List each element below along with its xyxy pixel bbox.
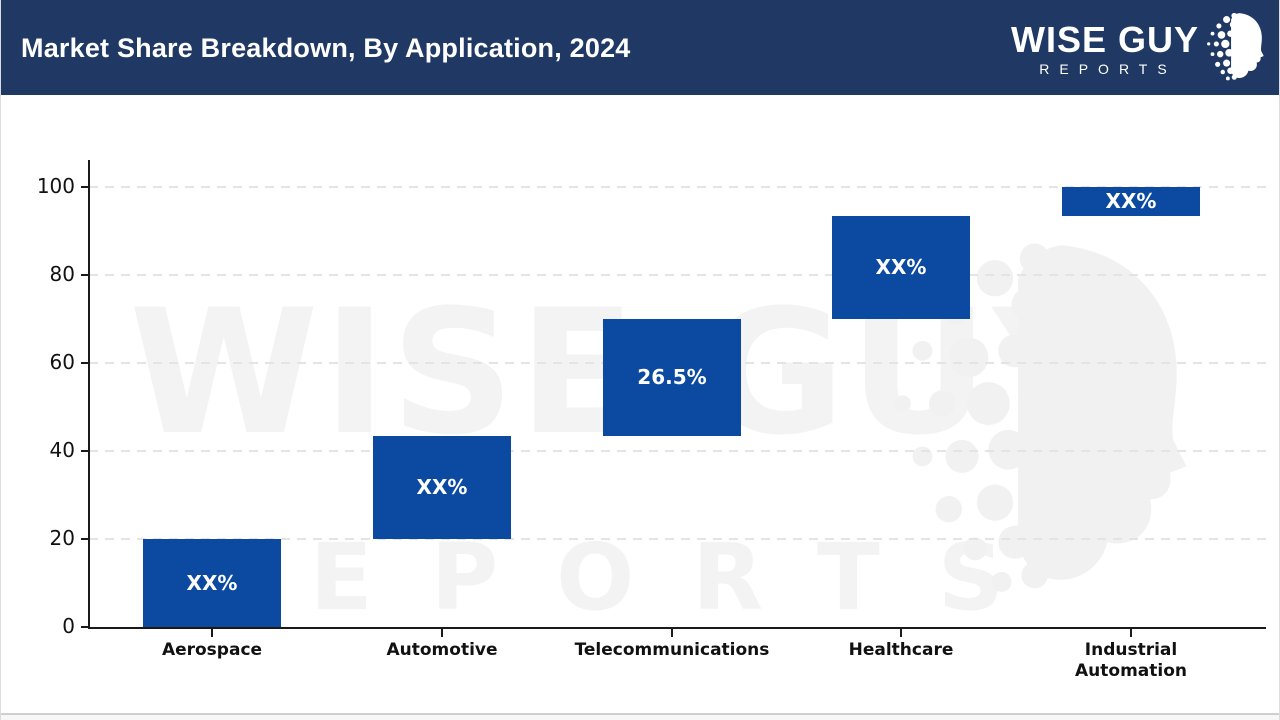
y-tick-label: 20 <box>49 526 75 550</box>
y-tick-mark <box>81 274 89 276</box>
logo-wordmark-line2: REPORTS <box>1039 61 1177 77</box>
y-tick-mark <box>81 626 89 628</box>
gridline <box>89 186 1266 188</box>
x-axis-line <box>88 627 1266 629</box>
bar-value-label: XX% <box>186 571 238 595</box>
x-tick-mark <box>900 629 902 637</box>
y-tick-label: 0 <box>62 614 75 638</box>
y-tick-label: 80 <box>49 262 75 286</box>
logo-wordmark: WISE GUY REPORTS <box>1010 19 1199 78</box>
page-title: Market Share Breakdown, By Application, … <box>21 33 631 63</box>
x-tick-mark <box>1130 629 1132 637</box>
x-tick-mark <box>211 629 213 637</box>
waterfall-bar: XX% <box>373 435 511 539</box>
y-tick-mark <box>81 186 89 188</box>
y-axis-line <box>88 160 90 629</box>
waterfall-bar: XX% <box>1062 187 1200 216</box>
y-tick-label: 40 <box>49 438 75 462</box>
bar-value-label: 26.5% <box>637 365 707 390</box>
logo-wordmark-line1: WISE GUY <box>1010 19 1199 60</box>
x-tick-label: Aerospace <box>161 640 263 660</box>
x-tick-label: Telecommunications <box>574 640 770 660</box>
bar-value-label: XX% <box>875 255 927 280</box>
bar-value-label: XX% <box>1105 189 1157 214</box>
x-tick-mark <box>671 629 673 637</box>
header-bar: Market Share Breakdown, By Application, … <box>1 0 1279 95</box>
gridline <box>89 450 1266 452</box>
x-tick-label: Automotive <box>386 640 498 660</box>
gridline <box>89 274 1266 276</box>
x-tick-mark <box>441 629 443 637</box>
bar-value-label: XX% <box>416 475 468 500</box>
y-tick-mark <box>81 450 89 452</box>
page-bottom-border <box>1 713 1279 720</box>
y-tick-mark <box>81 538 89 540</box>
waterfall-bar: XX% <box>143 539 281 627</box>
waterfall-bar: XX% <box>832 215 970 319</box>
x-tick-label: Healthcare <box>848 640 954 660</box>
y-tick-label: 60 <box>49 350 75 374</box>
y-tick-mark <box>81 362 89 364</box>
brand-logo: WISE GUY REPORTS <box>1011 6 1265 92</box>
gridline <box>89 538 1266 540</box>
waterfall-bar: 26.5% <box>603 319 741 436</box>
x-tick-label: Industrial Automation <box>1075 640 1187 681</box>
y-tick-label: 100 <box>36 174 75 198</box>
